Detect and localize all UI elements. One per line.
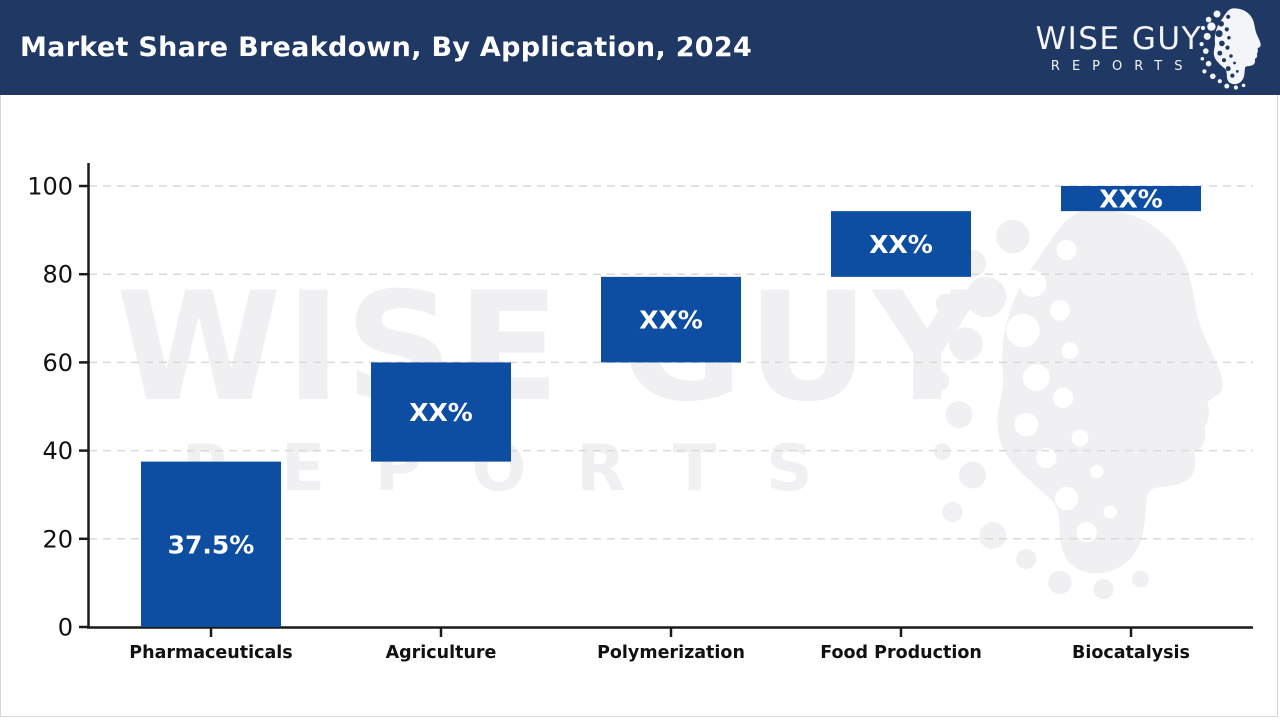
bar-food-production: [831, 211, 971, 277]
y-tick-label-60: 60: [42, 349, 73, 377]
logo-brand-subtitle: REPORTS: [1050, 59, 1195, 74]
x-axis-label-polymerization: Polymerization: [597, 643, 745, 663]
bar-biocatalysis: [1061, 186, 1201, 212]
bar-agriculture: [371, 362, 511, 462]
x-axis-label-food-production: Food Production: [820, 643, 982, 663]
page-title: Market Share Breakdown, By Application, …: [20, 32, 753, 63]
watermark: WISE GUY REPORTS: [0, 95, 1280, 720]
y-tick-label-20: 20: [42, 525, 73, 553]
bar-label-biocatalysis: XX%: [1099, 185, 1163, 214]
watermark-text-line1: WISE GUY: [116, 261, 986, 435]
bar-pharmaceuticals: [141, 461, 281, 627]
bar-label-pharmaceuticals: 37.5%: [168, 530, 255, 559]
header-bar: Market Share Breakdown, By Application, …: [0, 0, 1280, 95]
bar-label-polymerization: XX%: [639, 306, 703, 335]
x-axis-label-pharmaceuticals: Pharmaceuticals: [129, 643, 292, 663]
x-axis-label-biocatalysis: Biocatalysis: [1072, 643, 1190, 663]
bar-polymerization: [601, 276, 741, 363]
y-tick-label-100: 100: [27, 173, 73, 201]
y-tick-label-40: 40: [42, 437, 73, 465]
bar-label-food-production: XX%: [869, 230, 933, 259]
y-tick-label-80: 80: [42, 261, 73, 289]
bar-label-agriculture: XX%: [409, 398, 473, 427]
wiseguy-logo-text: WISE GUY REPORTS: [1035, 21, 1202, 75]
wiseguy-logo: WISE GUY REPORTS: [1035, 6, 1266, 92]
wiseguy-head-icon: [1196, 7, 1266, 91]
x-axis-label-agriculture: Agriculture: [386, 643, 497, 663]
logo-brand-name: WISE GUY: [1035, 21, 1202, 57]
y-tick-label-0: 0: [58, 614, 73, 642]
